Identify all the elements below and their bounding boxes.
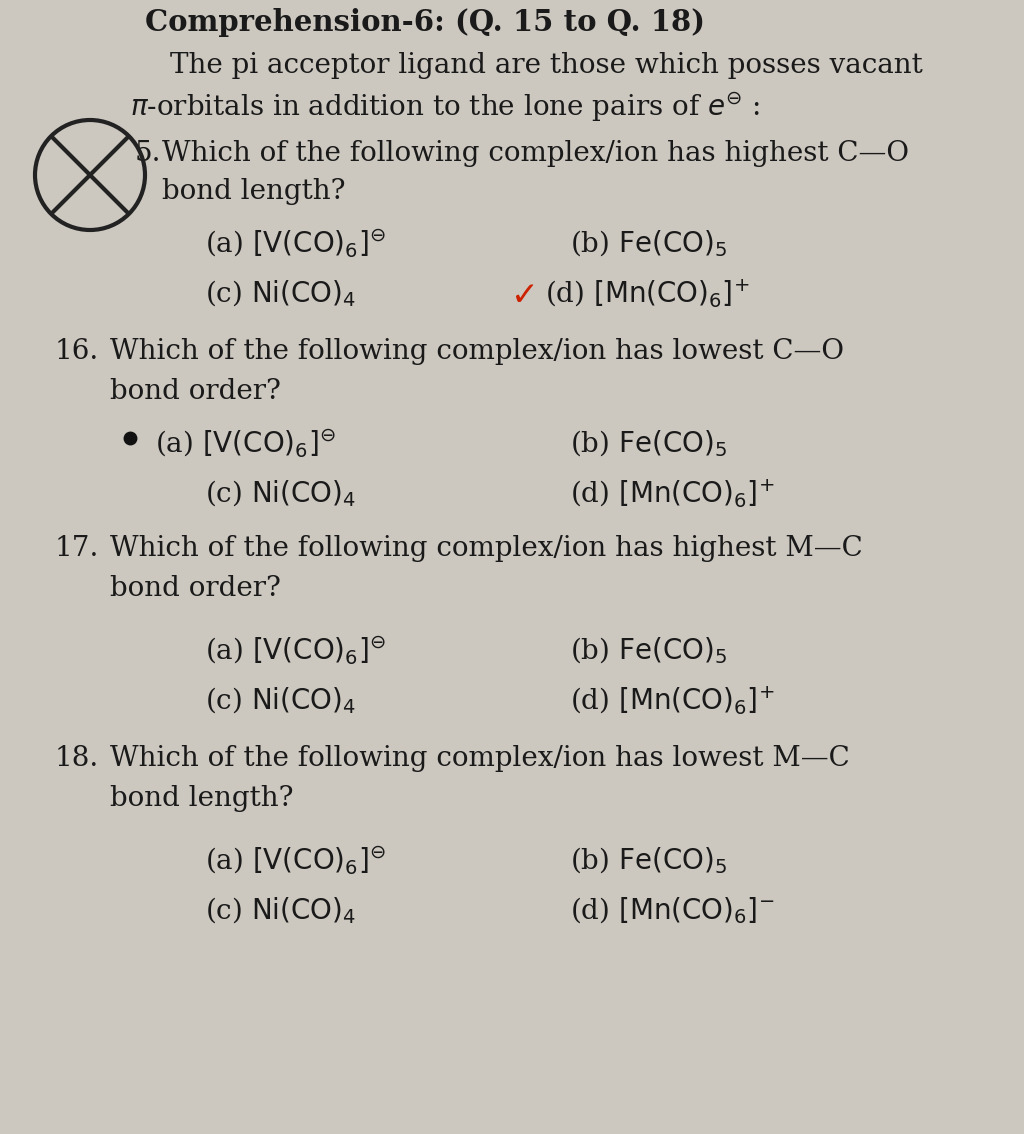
Text: (a) $[\mathrm{V(CO)_6}]^{\ominus}$: (a) $[\mathrm{V(CO)_6}]^{\ominus}$ (205, 635, 386, 668)
Text: (c) $\mathrm{Ni(CO)_4}$: (c) $\mathrm{Ni(CO)_4}$ (205, 278, 356, 308)
Text: $\pi$-orbitals in addition to the lone pairs of $e^{\ominus}$ :: $\pi$-orbitals in addition to the lone p… (130, 90, 760, 124)
Text: Comprehension-6: (Q. 15 to Q. 18): Comprehension-6: (Q. 15 to Q. 18) (145, 8, 705, 37)
Text: Which of the following complex/ion has highest M—C: Which of the following complex/ion has h… (110, 535, 863, 562)
Text: (c) $\mathrm{Ni(CO)_4}$: (c) $\mathrm{Ni(CO)_4}$ (205, 479, 356, 509)
Text: bond length?: bond length? (162, 178, 345, 205)
Text: (b) $\mathrm{Fe(CO)_5}$: (b) $\mathrm{Fe(CO)_5}$ (570, 635, 727, 666)
Text: (a) $[\mathrm{V(CO)_6}]^{\ominus}$: (a) $[\mathrm{V(CO)_6}]^{\ominus}$ (155, 428, 336, 460)
Text: (a) $[\mathrm{V(CO)_6}]^{\ominus}$: (a) $[\mathrm{V(CO)_6}]^{\ominus}$ (205, 228, 386, 261)
Text: bond order?: bond order? (110, 575, 281, 602)
Text: Which of the following complex/ion has highest C—O: Which of the following complex/ion has h… (162, 139, 909, 167)
Text: Which of the following complex/ion has lowest C—O: Which of the following complex/ion has l… (110, 338, 844, 365)
Text: (b) $\mathrm{Fe(CO)_5}$: (b) $\mathrm{Fe(CO)_5}$ (570, 228, 727, 259)
Text: The pi acceptor ligand are those which posses vacant: The pi acceptor ligand are those which p… (170, 52, 923, 79)
Text: 5.: 5. (135, 139, 162, 167)
Text: Which of the following complex/ion has lowest M—C: Which of the following complex/ion has l… (110, 745, 850, 772)
Text: 17.: 17. (55, 535, 99, 562)
Text: (b) $\mathrm{Fe(CO)_5}$: (b) $\mathrm{Fe(CO)_5}$ (570, 845, 727, 875)
Text: bond length?: bond length? (110, 785, 294, 812)
Text: (c) $\mathrm{Ni(CO)_4}$: (c) $\mathrm{Ni(CO)_4}$ (205, 685, 356, 716)
Text: 16.: 16. (55, 338, 99, 365)
Text: (d) $[\mathrm{Mn(CO)_6}]^{+}$: (d) $[\mathrm{Mn(CO)_6}]^{+}$ (570, 685, 774, 718)
Text: (a) $[\mathrm{V(CO)_6}]^{\ominus}$: (a) $[\mathrm{V(CO)_6}]^{\ominus}$ (205, 845, 386, 878)
Text: (d) $[\mathrm{Mn(CO)_6}]^{+}$: (d) $[\mathrm{Mn(CO)_6}]^{+}$ (545, 278, 750, 311)
Text: (d) $[\mathrm{Mn(CO)_6}]^{-}$: (d) $[\mathrm{Mn(CO)_6}]^{-}$ (570, 895, 774, 925)
Text: bond order?: bond order? (110, 378, 281, 405)
Text: 18.: 18. (55, 745, 99, 772)
Text: (d) $[\mathrm{Mn(CO)_6}]^{+}$: (d) $[\mathrm{Mn(CO)_6}]^{+}$ (570, 479, 774, 510)
Text: (b) $\mathrm{Fe(CO)_5}$: (b) $\mathrm{Fe(CO)_5}$ (570, 428, 727, 458)
Text: $\checkmark$: $\checkmark$ (510, 278, 535, 310)
Text: (c) $\mathrm{Ni(CO)_4}$: (c) $\mathrm{Ni(CO)_4}$ (205, 895, 356, 925)
